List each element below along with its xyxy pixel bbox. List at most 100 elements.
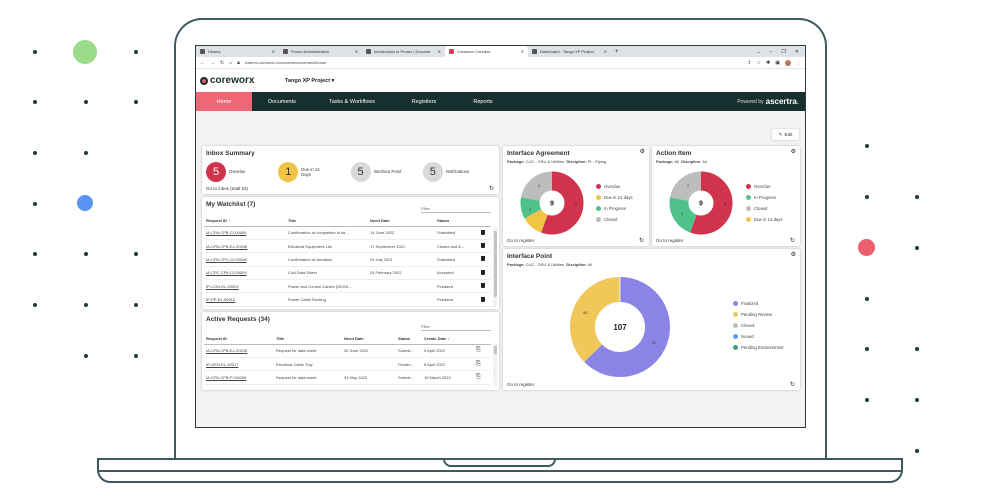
active-requests-filter-input[interactable]: Filter (421, 324, 491, 331)
legend-item[interactable]: Pending Review (733, 309, 784, 320)
gear-icon[interactable]: ⚙ (790, 252, 796, 258)
browser-tab-active[interactable]: Coreworx Connect ✕ (445, 46, 528, 57)
browser-tab[interactable]: History ✕ (196, 46, 279, 57)
project-selector[interactable]: Tango XP Project ▾ (285, 77, 335, 84)
table-row[interactable]: IA-CPC-CPA-CI-00009 Civil Data Sheet 24 Fe… (204, 266, 491, 281)
inbox-notifications[interactable]: 5 Notifications (422, 162, 495, 182)
close-tab-icon[interactable]: ✕ (271, 49, 275, 54)
trash-icon[interactable] (481, 269, 485, 275)
browser-tab[interactable]: Dashboard - Tango XP Project ✕ (528, 46, 611, 57)
inbox-due-14-days[interactable]: 1 Due in 14 Days (278, 162, 350, 182)
url-field[interactable]: icdemo.coreworx.com/coreworxconnect/home (244, 60, 327, 65)
active-requests-scrollbar[interactable] (493, 343, 497, 386)
trash-icon[interactable] (481, 296, 485, 302)
close-tab-icon[interactable]: ✕ (603, 49, 607, 54)
refresh-icon[interactable]: ↻ (488, 186, 494, 192)
watchlist-scrollbar[interactable] (493, 227, 497, 307)
assign-icon[interactable]: ⎘ (474, 357, 491, 372)
request-id-link[interactable]: IA-CPA-CPC-CI-00008 (204, 252, 286, 267)
nav-home[interactable]: Home (196, 92, 252, 111)
table-row[interactable]: IP-CON-EL-00002 Power and Control Cables … (204, 279, 491, 294)
legend-item[interactable]: Pending Endorsement (733, 342, 784, 353)
go-to-inbox-link[interactable]: Go to inbox (total 53) (206, 186, 249, 191)
request-id-link[interactable]: IA-CPA-CPB-CI-00005 (204, 226, 286, 240)
interface-agreement-donut-chart[interactable]: 9 5 1 1 2 (520, 171, 584, 235)
request-id-link[interactable]: IP-PP-EL-00016 (204, 292, 286, 307)
assign-icon[interactable]: ⎘ (474, 370, 491, 385)
column-header-title[interactable]: Title (274, 333, 342, 345)
trash-icon[interactable] (481, 229, 485, 235)
legend-item[interactable]: In Progress (746, 192, 783, 203)
home-icon[interactable]: ⌂ (229, 59, 233, 66)
go-to-register-link[interactable]: Go to register (507, 382, 535, 387)
column-header-need-date[interactable]: Need Date (368, 215, 435, 227)
legend-item[interactable]: Finalized (733, 298, 784, 309)
back-icon[interactable]: ← (200, 59, 205, 66)
table-row[interactable]: IA-CPA-CPC-CI-00008 Confirmation of eleva… (204, 252, 491, 267)
trash-icon[interactable] (481, 256, 485, 262)
go-to-register-link[interactable]: Go to register (507, 238, 535, 243)
legend-item[interactable]: Overdue (746, 181, 783, 192)
refresh-icon[interactable]: ↻ (789, 238, 795, 244)
chevron-down-icon[interactable]: ⌄ (756, 48, 761, 55)
table-row[interactable]: IA-CPA-CPB-EL-00015 Request for data shee… (204, 344, 491, 358)
nav-documents[interactable]: Documents (268, 98, 296, 105)
inbox-overdue[interactable]: 5 Overdue (206, 162, 278, 182)
coreworx-logo[interactable]: coreworx (200, 75, 285, 86)
new-tab-button[interactable]: + (615, 48, 619, 55)
nav-reports[interactable]: Reports (473, 98, 493, 105)
column-header-create-date[interactable]: Create Date ↓ (422, 333, 474, 345)
legend-item[interactable]: Overdue (596, 181, 633, 192)
share-icon[interactable]: ⇪ (747, 59, 752, 66)
column-header-request-id[interactable]: Request ID ↑ (204, 215, 286, 227)
reload-icon[interactable]: ↻ (220, 59, 225, 66)
request-id-link[interactable]: IP-GEN-EL-00017 (204, 357, 274, 372)
nav-registers[interactable]: Regisiters (411, 98, 437, 105)
refresh-icon[interactable]: ↻ (789, 382, 795, 388)
close-tab-icon[interactable]: ✕ (520, 49, 524, 54)
legend-item[interactable]: Issued (733, 331, 784, 342)
assign-icon[interactable]: ⎘ (474, 344, 491, 358)
close-tab-icon[interactable]: ✕ (437, 49, 441, 54)
legend-item[interactable]: Closed (596, 214, 633, 225)
column-header-title[interactable]: Title (286, 215, 368, 227)
legend-item[interactable]: In Progress (596, 203, 633, 214)
go-to-register-link[interactable]: Go to register (656, 238, 684, 243)
legend-item[interactable]: Closed (733, 320, 784, 331)
edit-button[interactable]: ✎ Edit (772, 129, 799, 140)
column-header-status[interactable]: Status (435, 215, 479, 227)
table-row[interactable]: IP-PP-EL-00016 Power Cable Routing Finaliz… (204, 292, 491, 307)
close-window-icon[interactable]: ✕ (794, 48, 799, 55)
browser-tab[interactable]: Proarc Administration ✕ (279, 46, 362, 57)
table-row[interactable]: IA-CPA-CPB-CI-00005 Confirmation of compl… (204, 226, 491, 240)
request-id-link[interactable]: IA-CPA-CPB-EL-00015 (204, 344, 274, 358)
gear-icon[interactable]: ⚙ (790, 149, 796, 155)
request-id-link[interactable]: IA-CPA-CPB-EL-00006 (204, 239, 286, 254)
legend-item[interactable]: Due in 21 days (596, 192, 633, 203)
menu-icon[interactable]: ⋮ (796, 59, 801, 66)
sidebar-icon[interactable]: ▣ (775, 59, 780, 66)
action-item-donut-chart[interactable]: 9 5 2 2 (669, 171, 733, 235)
column-header-status[interactable]: Status (396, 333, 422, 345)
avatar[interactable] (785, 59, 791, 66)
close-tab-icon[interactable]: ✕ (354, 49, 358, 54)
nav-tasks-workflows[interactable]: Tasks & Workflows (328, 98, 376, 105)
forward-icon[interactable]: → (210, 59, 215, 66)
table-row[interactable]: IA-CPA-CPB-EL-00006 Electrical Equipment … (204, 239, 491, 254)
trash-icon[interactable] (481, 243, 485, 249)
legend-item[interactable]: Due in 14 days (746, 214, 783, 225)
extensions-icon[interactable]: ✱ (766, 59, 771, 66)
request-id-link[interactable]: IP-CON-EL-00002 (204, 279, 286, 294)
browser-tab[interactable]: Introduction to Proarc | Docume ✕ (362, 46, 445, 57)
interface-point-donut-chart[interactable]: 107 67 40 (569, 276, 671, 378)
legend-item[interactable]: Closed (746, 203, 783, 214)
refresh-icon[interactable]: ↻ (638, 238, 644, 244)
minimize-icon[interactable]: – (769, 48, 773, 55)
column-header-request-id[interactable]: Request ID (204, 333, 274, 345)
trash-icon[interactable] (481, 283, 485, 289)
inbox-interface-point[interactable]: 5 Interface Point (350, 162, 423, 182)
request-id-link[interactable]: IA-CPA-CPB-PI-00009 (204, 370, 274, 385)
star-icon[interactable]: ☆ (756, 59, 762, 66)
table-row[interactable]: IA-CPA-CPB-PI-00009 Request for data shee… (204, 370, 491, 385)
table-row[interactable]: IP-GEN-EL-00017 Electrical Cable Tray Pend… (204, 357, 491, 372)
